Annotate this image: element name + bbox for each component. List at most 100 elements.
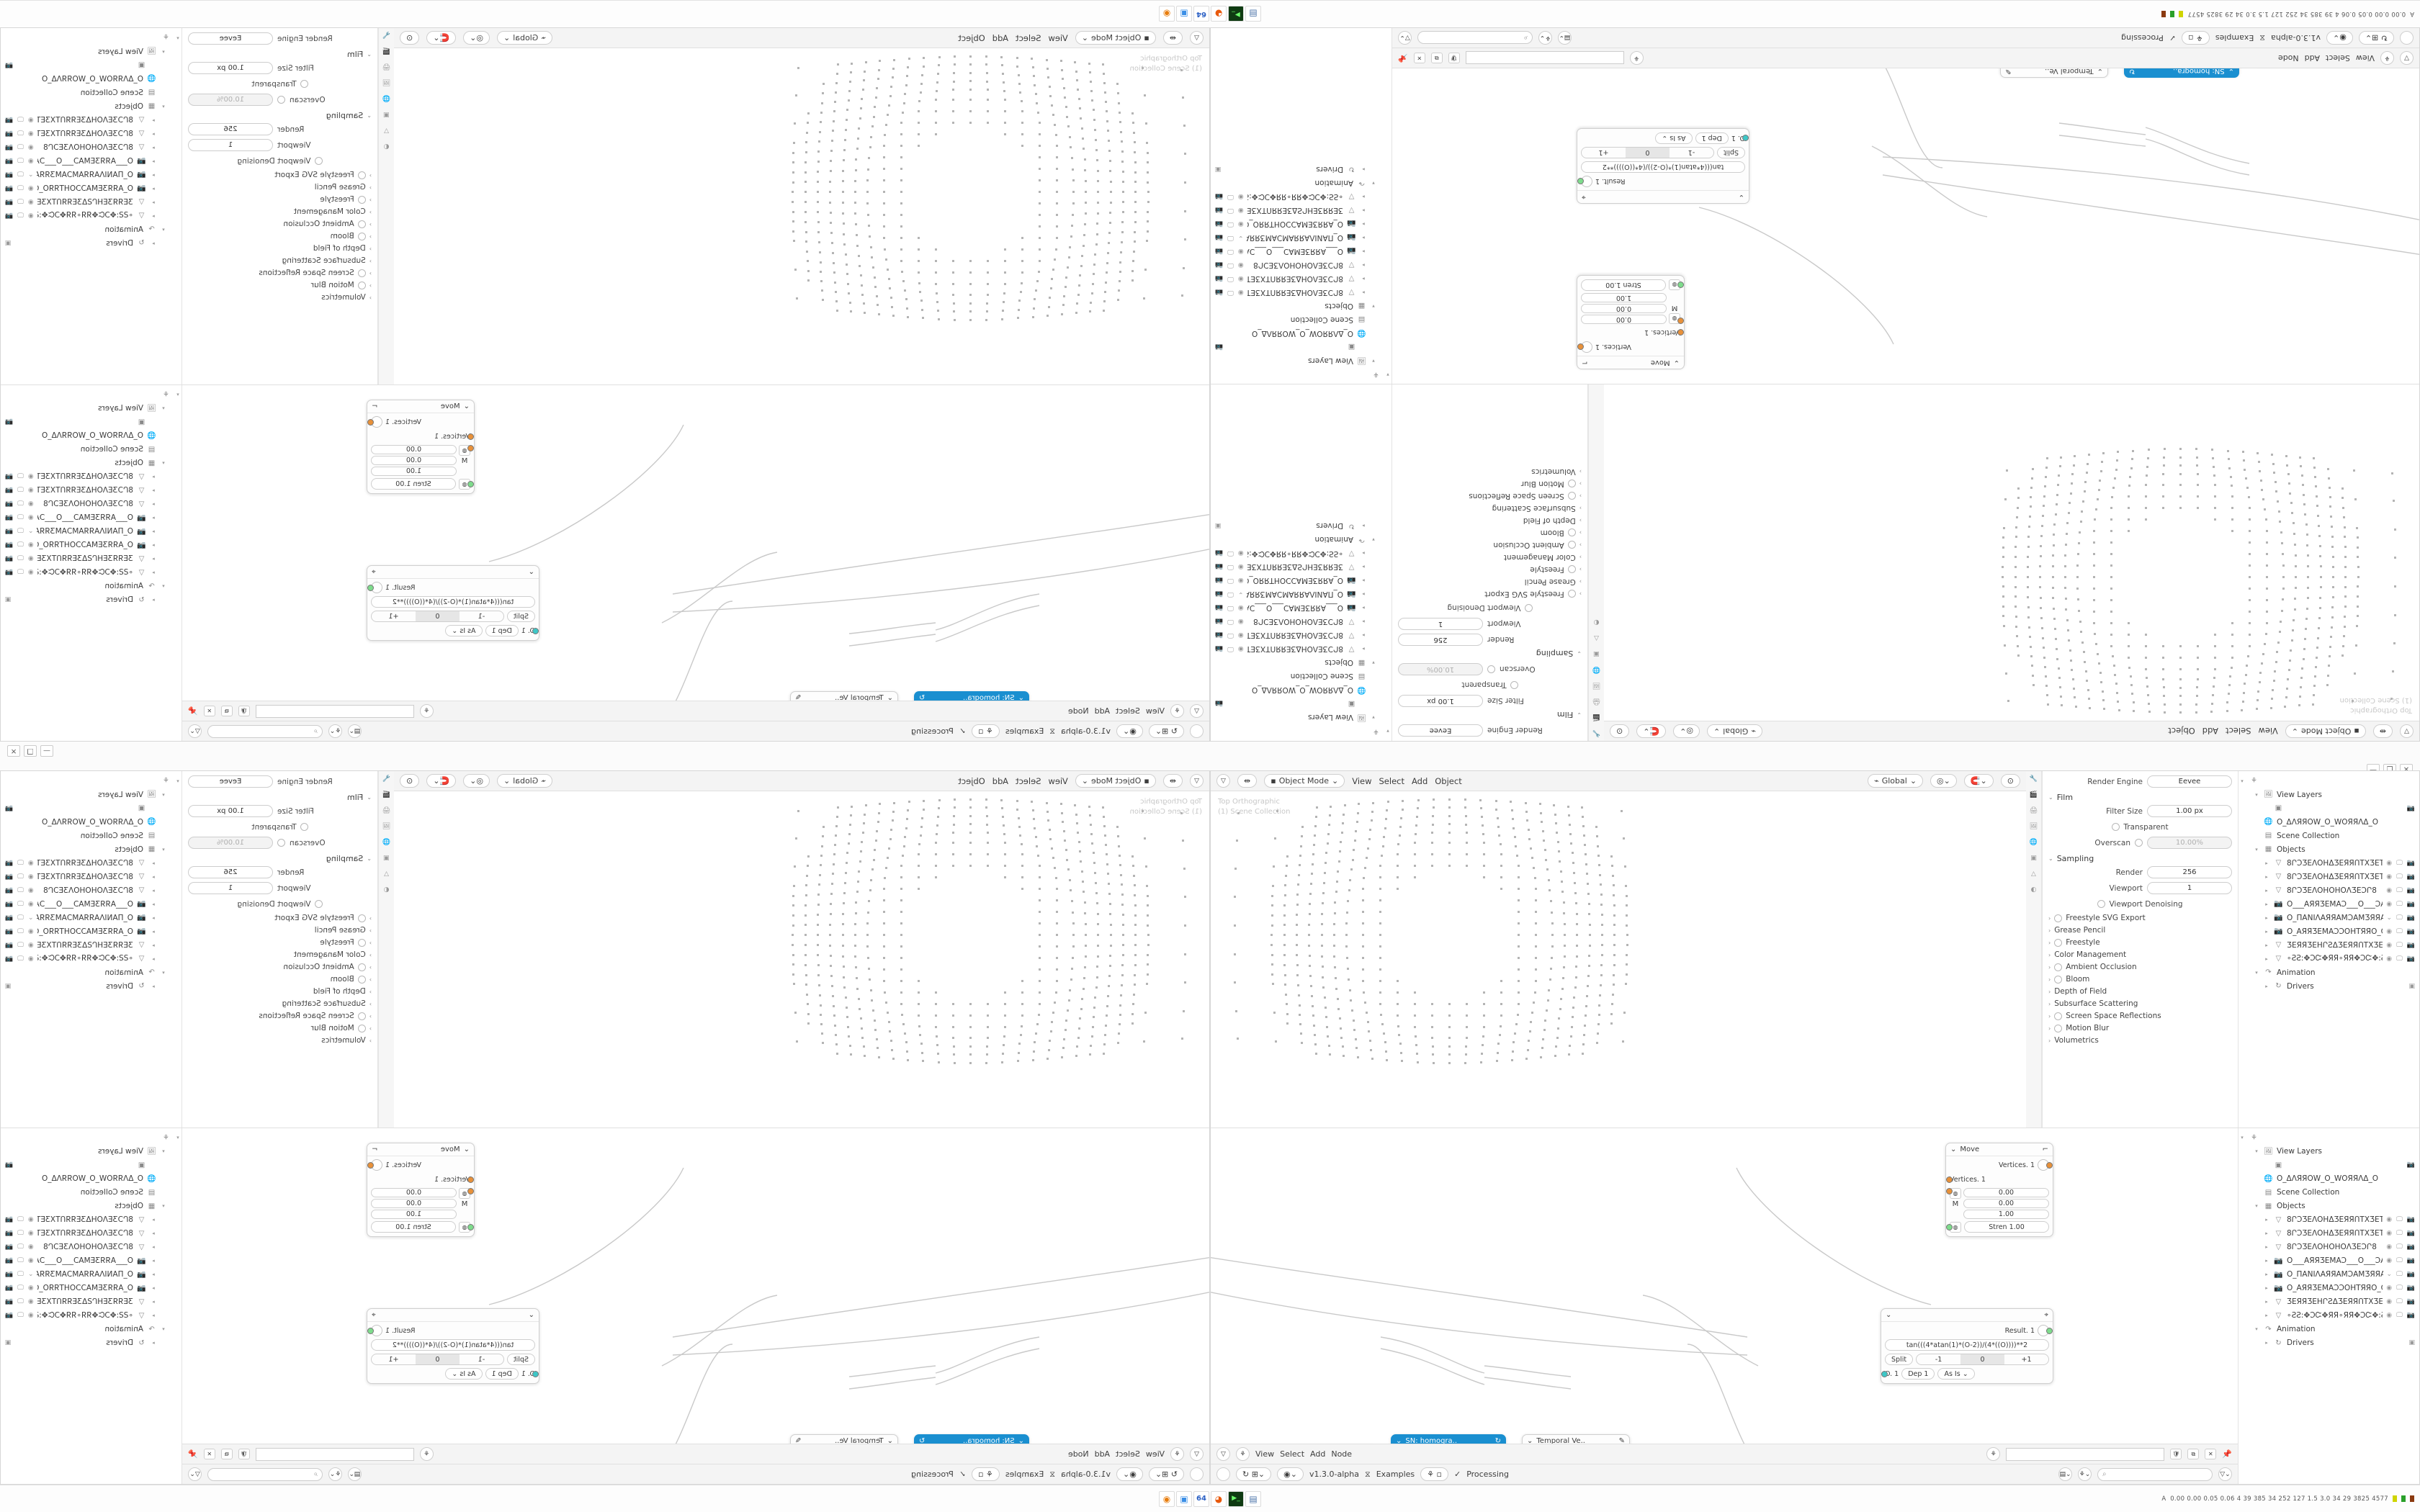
monitor-icon[interactable]: 🖵: [17, 1284, 24, 1292]
camera-icon[interactable]: 📷: [5, 528, 14, 535]
node-editor[interactable]: ⌄ Move ⌐ Vertices. 1 Vertices. 1 ◍ M 0.00 0.00 1.…: [182, 1128, 1209, 1464]
collapsed-section[interactable]: › Ambient Occlusion: [2048, 963, 2232, 971]
camera-icon[interactable]: 📷: [2406, 859, 2415, 867]
examples-menu[interactable]: Examples: [1005, 726, 1044, 736]
node-temporal-viewer[interactable]: ⌄Temporal Ve..✎▤○○↻▽ B A K EVertice...p …: [2000, 68, 2108, 78]
eye-icon[interactable]: ◉: [27, 184, 34, 192]
outliner-row[interactable]: ▣ 📷: [2238, 801, 2419, 815]
disclosure-triangle-icon[interactable]: ▸: [2265, 1299, 2268, 1305]
node-dep-row[interactable]: O. 1 Dep 1 As Is ⌄: [1881, 1368, 2049, 1380]
outliner-row[interactable]: ▣ 📷: [1, 415, 182, 429]
disclosure-triangle-icon[interactable]: ▾: [162, 791, 165, 798]
eye-icon[interactable]: ◉: [1237, 248, 1244, 255]
camera-icon[interactable]: 📷: [1215, 220, 1224, 228]
outliner-row[interactable]: 🌐 O_ΔΛЯЯOW_O_WOЯЯΛΔ_O: [2238, 815, 2419, 829]
vector-field-1[interactable]: 0.00: [371, 1198, 457, 1208]
camera-icon[interactable]: 📷: [1215, 577, 1224, 585]
collapsed-section[interactable]: › Depth of Field: [188, 244, 372, 253]
property-value[interactable]: 1.00 px: [1398, 695, 1483, 707]
outliner-row[interactable]: ▸ ↻ Drivers ▣: [1, 593, 182, 607]
proportional-edit-icon[interactable]: ⊙: [2000, 774, 2020, 788]
node-header[interactable]: ⌄ ⌖: [367, 1308, 539, 1322]
disclosure-triangle-icon[interactable]: ▾: [162, 405, 165, 411]
disclosure-triangle-icon[interactable]: ▾: [162, 226, 165, 233]
properties-tab-0[interactable]: 🔧: [382, 775, 391, 783]
outliner-row[interactable]: ▸▽ƷΕЯЯƷΕΗՐƧΔƷΕЯЯՈΤXƷΕΤΟΤƷΕΊ◉🖵📷: [1211, 204, 1392, 217]
outliner-row[interactable]: ▸▽8ՐƆƷΕΛΟΗΔƷΕЯЯՈΤXƷΕΤΟΤƷΕXƆ◉🖵📷: [2238, 856, 2419, 870]
properties-editor[interactable]: 🔧 🎬 🖨 🖼 🌐 ▣ △ ◐ Render Engine Eevee ⌄ Film Filter Si…: [2026, 771, 2238, 1128]
save-icon[interactable]: 64: [1193, 6, 1209, 22]
magnet-icon[interactable]: 🧲⌄: [426, 774, 457, 788]
collapsed-section[interactable]: › Bloom: [188, 975, 372, 984]
node-socket[interactable]: [1742, 135, 1749, 142]
restrict-toggles[interactable]: ⌄ 🖵 📷: [5, 528, 33, 535]
node-split-row[interactable]: Split -1 0 +1: [371, 1354, 535, 1366]
vector-fields[interactable]: ◍ M 0.00 0.00 1.00: [371, 444, 474, 476]
disclosure-triangle-icon[interactable]: ▸: [152, 873, 155, 880]
vector-field-0[interactable]: 0.00: [1581, 315, 1667, 325]
split-button[interactable]: Split: [1885, 1354, 1914, 1365]
wrap-selector[interactable]: -1 0 +1: [1916, 1354, 2049, 1365]
outliner-row[interactable]: ▸ ▽ 8ՐƆƷΕΛΟΗΟΗΟΛƷΕƆՐ8 ◉ 🖵 📷: [2238, 883, 2419, 897]
node-header[interactable]: ⌄ ⌖: [367, 565, 539, 579]
sverchok-status-bar[interactable]: ↻ ⊞⌄ ◉⌄ v1.3.0-alpha ⧖ Examples ⚘ ▫ ✓ Processin…: [1392, 28, 2419, 48]
node-editor[interactable]: ⌄ Move ⌐ Vertices. 1 Vertices. 1 ◍ M 0.00 0.00 1.…: [182, 384, 1209, 721]
outliner-row[interactable]: ▾ 🖼 View Layers: [1, 402, 182, 415]
collapsed-section[interactable]: › Volumetrics: [2048, 1036, 2232, 1045]
outliner-header[interactable]: ▾ ⚘: [1, 31, 182, 45]
checkbox-icon[interactable]: [1567, 480, 1576, 488]
node-output-row[interactable]: Vertices. 1: [367, 416, 470, 428]
expression-field[interactable]: tan(((4*atan(1)*(O-2))/(4*((O))))**2: [1581, 161, 1745, 173]
outliner-row[interactable]: ▸▽ƷΕЯЯƷΕΗՐƧΔƷΕЯЯՈΤXƷΕΤΟΤƷΕΊ◉🖵📷: [1, 552, 182, 566]
restrict-toggles[interactable]: 📷: [5, 1161, 13, 1169]
monitor-icon[interactable]: 🖵: [2396, 873, 2403, 881]
outliner-row[interactable]: ▸ ▽ 8ՐƆƷΕΛΟΗΟΗΟΛƷΕƆՐ8 ◉ 🖵 📷: [1, 498, 182, 511]
eye-icon[interactable]: ◉: [27, 157, 34, 165]
new-datablock-icon[interactable]: ⧉: [1430, 53, 1443, 63]
disclosure-triangle-icon[interactable]: ▾: [2255, 1203, 2258, 1209]
restrict-toggles[interactable]: ⌄ 🖵 📷: [2387, 1271, 2415, 1278]
update-icon[interactable]: ↻ ⊞⌄: [1236, 1467, 1272, 1481]
minus-option[interactable]: -1: [1935, 1355, 1942, 1364]
asis-selector[interactable]: As Is ⌄: [1937, 1368, 1975, 1380]
properties-tab-6[interactable]: △: [384, 127, 389, 135]
property-value[interactable]: 256: [188, 123, 273, 135]
node-menu-view[interactable]: View: [1255, 1449, 1275, 1459]
disclosure-triangle-icon[interactable]: ▸: [2265, 1230, 2268, 1236]
node-editor-footer[interactable]: ▽ ⚘ View Select Add Node ⚘ 🛡 ⧉ ✕ 📌: [182, 701, 1209, 721]
taskbar-app-list-top[interactable]: ▤ ▶_ ◕ 64 ▣ ◉: [1159, 6, 1261, 22]
unlink-icon[interactable]: ✕: [1413, 53, 1425, 63]
disclosure-triangle-icon[interactable]: ▸: [1362, 248, 1365, 254]
outliner-row[interactable]: ▸▽∘ƧƧ:✥ƆᏨ✥ЯЯ∘ЯЯ✥ƆᏨ✥:ƧƧ∘◉🖵📷: [1, 566, 182, 580]
taskbar-top[interactable]: A 0.00 0.00 0.05 0.06 4 39 385 34 252 12…: [0, 0, 2420, 27]
unlink-icon[interactable]: ✕: [203, 1449, 215, 1459]
vector-field-values[interactable]: 0.00 0.00 1.00: [1963, 1187, 2049, 1219]
properties-tab-5[interactable]: ▣: [383, 855, 390, 862]
property-value[interactable]: 256: [2147, 866, 2232, 878]
viewport-menu-add[interactable]: Add: [992, 775, 1009, 786]
restrict-toggles[interactable]: ◉ 🖵 📷: [5, 144, 34, 151]
remote-desktop-icon[interactable]: ▤: [1245, 1490, 1261, 1507]
wrap-selector[interactable]: -1 0 +1: [371, 1354, 504, 1365]
dna-icon[interactable]: ⚘ ▫: [2182, 31, 2210, 45]
monitor-icon[interactable]: 🖵: [2396, 1312, 2403, 1319]
restrict-toggles[interactable]: ◉ 🖵 📷: [5, 212, 34, 220]
properties-tab-7[interactable]: ◐: [2030, 886, 2037, 894]
monitor-icon[interactable]: 🖵: [17, 1243, 24, 1251]
camera-icon[interactable]: 📷: [5, 1161, 14, 1169]
node-menu-add[interactable]: Add: [1310, 1449, 1326, 1459]
properties-tab-2[interactable]: 🖨: [2029, 807, 2038, 814]
collapsed-section[interactable]: › Grease Pencil: [2048, 926, 2232, 935]
checkbox-icon[interactable]: [2054, 938, 2063, 947]
restrict-toggles[interactable]: ◉ 🖵 📷: [5, 942, 34, 949]
camera-icon[interactable]: 📷: [2406, 1284, 2415, 1292]
node-menu-select[interactable]: Select: [1280, 1449, 1305, 1459]
grid-icon[interactable]: ◉⌄: [1116, 1467, 1143, 1481]
taskbar-app-list-bottom[interactable]: ◉ ▣ 64 ◕ ▶_ ▤: [1159, 1490, 1261, 1507]
camera-icon[interactable]: 📷: [1215, 563, 1224, 571]
snap-icon[interactable]: ◎⌄: [463, 774, 490, 788]
camera-icon[interactable]: 📷: [1215, 289, 1224, 296]
outliner-header[interactable]: ▾ ⚘: [2238, 1131, 2419, 1145]
outliner-row[interactable]: ▸ ↻ Drivers ▣: [2238, 979, 2419, 993]
collapsed-section[interactable]: › Freestyle SVG Export: [2048, 914, 2232, 922]
